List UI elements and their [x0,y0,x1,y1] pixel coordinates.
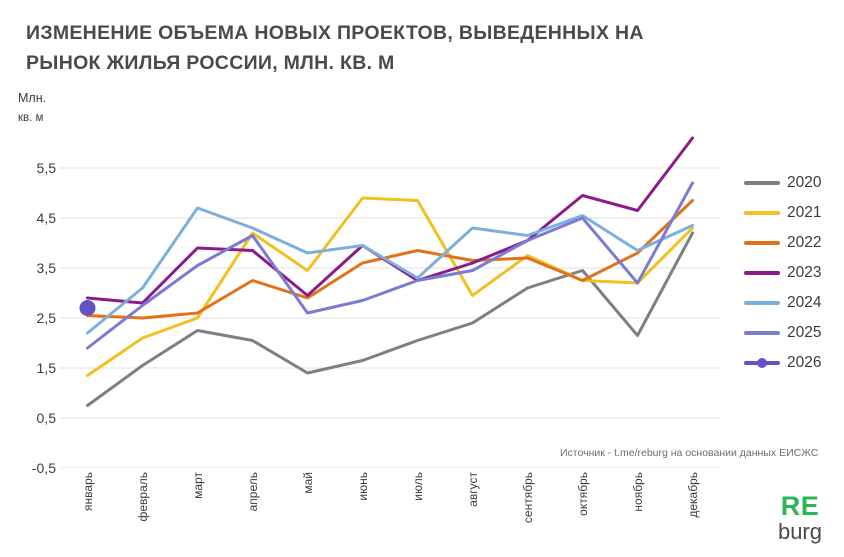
y-axis-tick-label: 1,5 [36,360,56,376]
y-axis-tick-label: 0,5 [36,410,56,426]
y-axis-tick-label: 2,5 [36,310,56,326]
legend-marker-dot [757,358,767,368]
x-axis-tick-label: февраль [135,472,150,522]
reburg-logo: RE burg [778,493,822,543]
legend-label-2020: 2020 [787,174,822,191]
chart-plot-area [60,118,720,468]
x-axis-tick-label: ноябрь [630,472,645,512]
x-axis-tick-label: октябрь [575,472,590,516]
legend-swatch-2025 [744,331,780,335]
legend-item-2023[interactable]: 2023 [744,258,840,288]
legend-item-2022[interactable]: 2022 [744,228,840,258]
series-line-2022 [86,199,694,320]
y-axis-tick-label: -0,5 [31,460,56,476]
legend-item-2024[interactable]: 2024 [744,288,840,318]
x-axis-tick-label: март [190,472,205,499]
y-axis-tick-label: 5,5 [36,160,56,176]
x-axis-tick-label: август [465,472,480,507]
legend-label-2021: 2021 [787,204,822,221]
y-axis-unit-caption: Млн. кв. м [18,88,46,128]
legend-swatch-2024 [744,301,780,305]
line-chart [60,136,720,468]
legend-item-2021[interactable]: 2021 [744,198,840,228]
legend-label-2025: 2025 [787,324,822,341]
y-axis-tick-label: 3,5 [36,260,56,276]
chart-legend: 2020 2021 2022 2023 2024 2025 2026 [744,168,840,378]
legend-item-2025[interactable]: 2025 [744,318,840,348]
source-note: Источник - t.me/reburg на основании данн… [560,447,819,459]
series-point-2026 [79,300,96,316]
x-axis-tick-label: апрель [245,472,260,512]
page-title: ИЗМЕНЕНИЕ ОБЪЕМА НОВЫХ ПРОЕКТОВ, ВЫВЕДЕН… [26,22,644,74]
legend-swatch-2021 [744,211,780,215]
legend-item-2026[interactable]: 2026 [744,348,840,378]
x-axis-labels: январь февраль март апрель май июнь июль август… [60,472,720,557]
legend-label-2023: 2023 [787,264,822,281]
y-axis-labels: 5,5 4,5 3,5 2,5 1,5 0,5 -0,5 [0,118,56,476]
legend-swatch-2020 [744,181,780,185]
legend-item-2020[interactable]: 2020 [744,168,840,198]
series-line-2024 [86,206,694,335]
x-axis-tick-label: июль [410,472,425,501]
legend-swatch-2023 [744,271,780,275]
x-axis-tick-label: июнь [355,472,370,501]
legend-label-2022: 2022 [787,234,822,251]
x-axis-tick-label: сентябрь [520,472,535,524]
y-axis-unit-line2: кв. м [18,112,44,124]
logo-text-re: RE [780,491,820,521]
series-line-2020 [86,231,694,407]
y-axis-unit-line1: Млн. [18,91,47,105]
x-axis-tick-label: январь [80,472,95,511]
logo-text-burg: burg [777,519,822,544]
legend-swatch-2022 [744,241,780,245]
y-axis-tick-label: 4,5 [36,210,56,226]
series-line-2025 [86,181,694,350]
x-axis-tick-label: май [300,472,315,494]
legend-label-2024: 2024 [787,294,822,311]
legend-swatch-2026 [744,358,780,368]
legend-label-2026: 2026 [787,354,822,371]
series-line-2021 [86,196,694,377]
x-axis-tick-label: декабрь [685,472,700,518]
